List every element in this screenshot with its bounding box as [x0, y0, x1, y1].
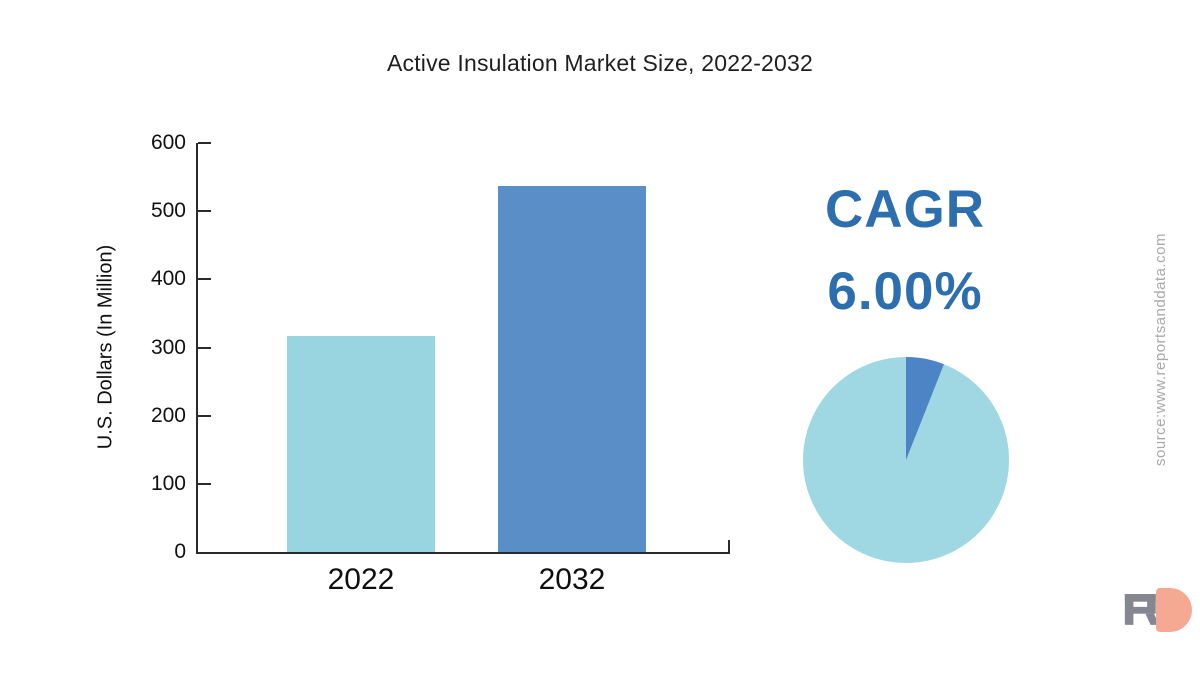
- y-tick-label-600: 600: [150, 131, 186, 154]
- reportsanddata-logo: [1120, 588, 1196, 634]
- x-axis-end-tick: [728, 540, 730, 552]
- y-tick-200: [198, 414, 211, 417]
- cagr-label: CAGR: [824, 180, 986, 239]
- bar-2022: [287, 336, 435, 552]
- y-tick-label-0: 0: [174, 540, 186, 563]
- y-tick-500: [198, 210, 211, 213]
- y-tick-300: [198, 346, 211, 349]
- y-tick-label-300: 300: [150, 335, 186, 359]
- chart-title: Active Insulation Market Size, 2022-2032: [386, 50, 814, 76]
- y-axis-label: U.S. Dollars (In Million): [94, 244, 117, 450]
- y-tick-label-100: 100: [150, 471, 186, 495]
- x-tick-label-2022: 2022: [327, 563, 395, 596]
- y-tick-100: [198, 482, 211, 485]
- logo-r-shapes: [1124, 594, 1160, 625]
- source-text: source:www.reportsanddata.com: [1152, 233, 1169, 467]
- cagr-block: CAGR 6.00%: [755, 182, 1055, 320]
- pie-chart: [803, 357, 1009, 563]
- cagr-value: 6.00%: [827, 262, 983, 321]
- logo-shape-d-icon: [1156, 588, 1192, 632]
- y-tick-label-400: 400: [150, 267, 186, 291]
- bar-2032: [498, 186, 646, 552]
- x-tick-label-2032: 2032: [538, 563, 606, 596]
- y-tick-label-200: 200: [150, 403, 186, 427]
- y-tick-400: [198, 278, 211, 281]
- y-tick-label-500: 500: [150, 199, 186, 223]
- pie-segment-cagr: [906, 357, 944, 460]
- logo-letter-r-icon: [1124, 594, 1160, 625]
- y-tick-600: [198, 142, 211, 144]
- bar-chart-plot-area: 0 100 200 300 400 500 600 2022 2032: [151, 131, 730, 596]
